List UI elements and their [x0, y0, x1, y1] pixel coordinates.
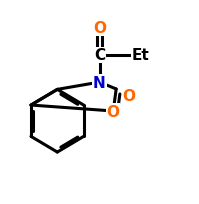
- Text: N: N: [93, 75, 106, 90]
- Text: C: C: [94, 48, 105, 63]
- Text: Et: Et: [132, 48, 150, 63]
- Text: O: O: [122, 89, 136, 104]
- Text: O: O: [107, 104, 120, 119]
- Text: O: O: [93, 21, 106, 36]
